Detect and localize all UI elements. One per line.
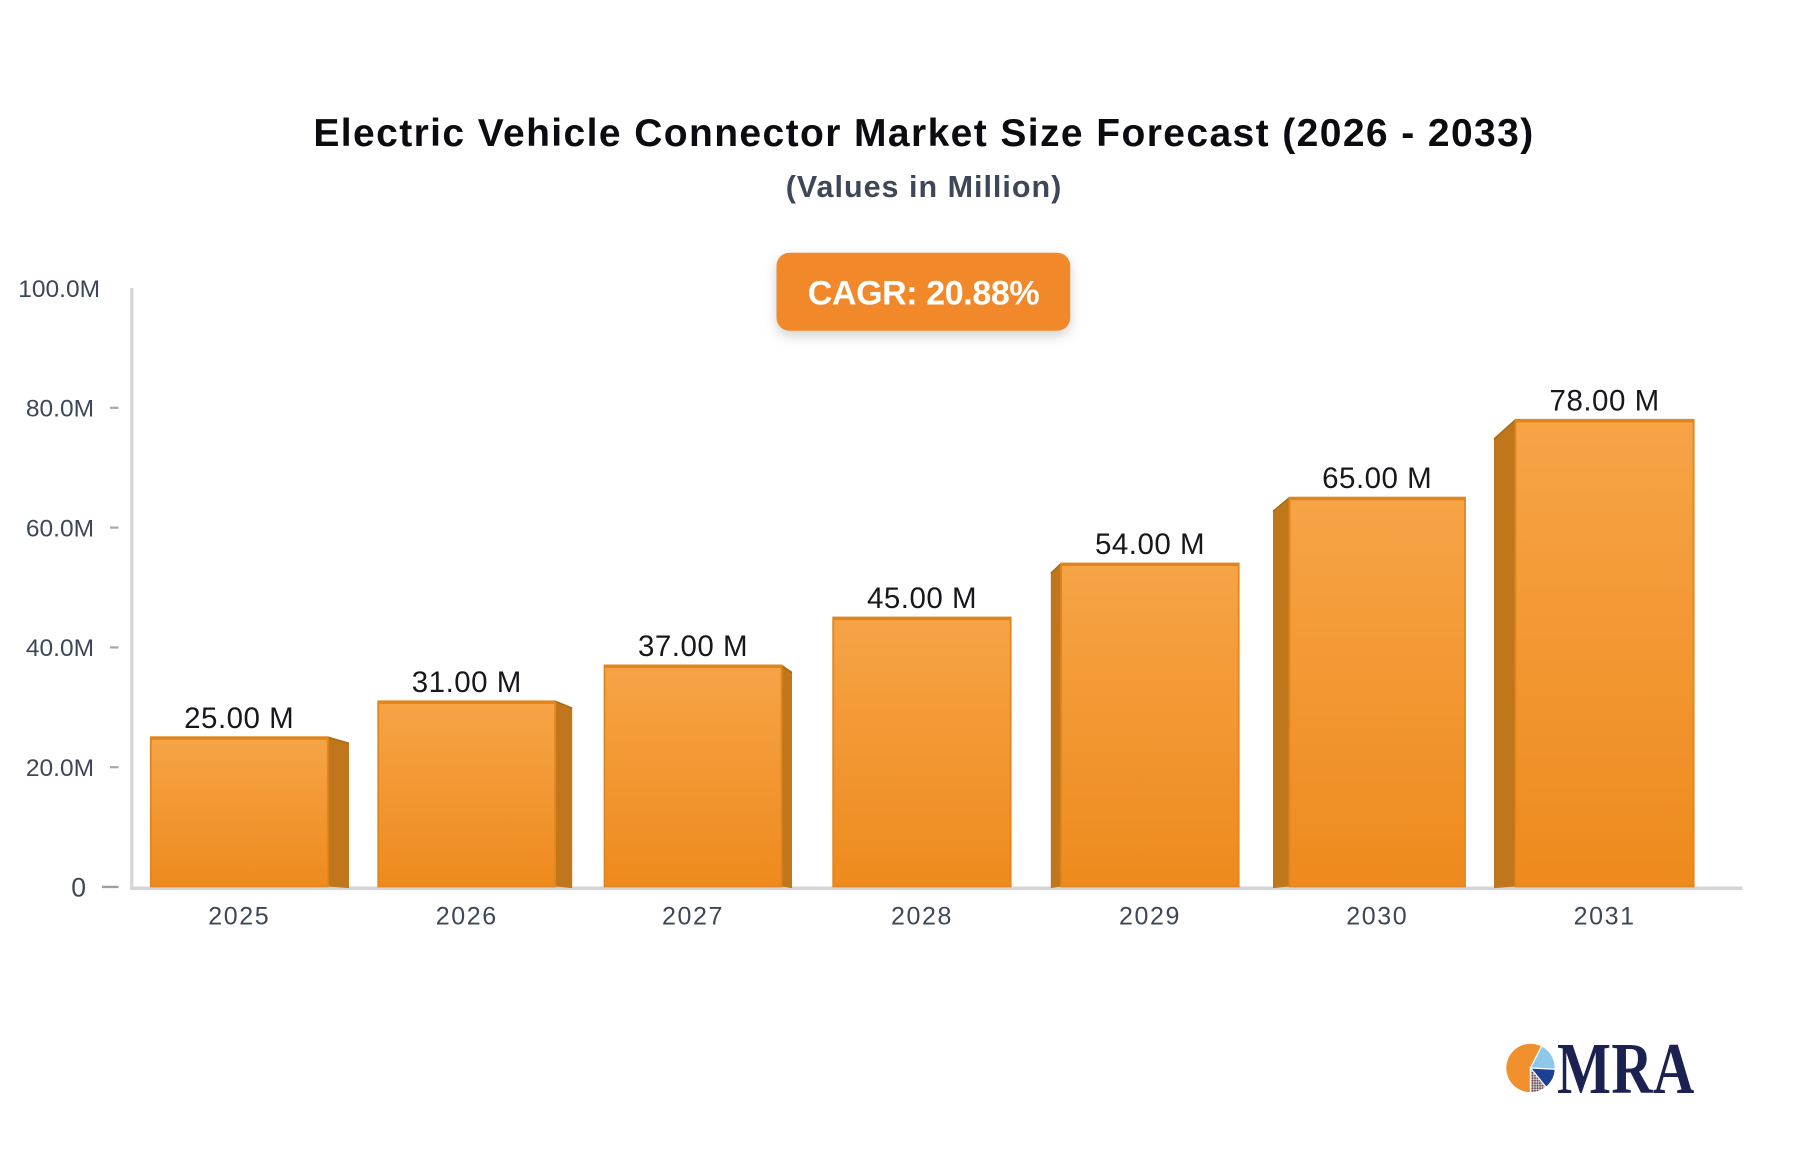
svg-text:78.00 M: 78.00 M: [1550, 384, 1660, 417]
svg-text:37.00 M: 37.00 M: [638, 630, 748, 663]
svg-text:2031: 2031: [1574, 903, 1636, 931]
svg-text:31.00 M: 31.00 M: [412, 666, 522, 699]
svg-text:2030: 2030: [1346, 903, 1408, 931]
svg-text:0: 0: [71, 873, 86, 903]
svg-text:2027: 2027: [662, 903, 724, 931]
svg-text:65.00 M: 65.00 M: [1322, 462, 1432, 495]
svg-text:2029: 2029: [1119, 903, 1181, 931]
svg-text:40.0M: 40.0M: [26, 635, 94, 662]
svg-text:Electric Vehicle Connector Mar: Electric Vehicle Connector Market Size F…: [313, 112, 1534, 155]
svg-text:(Values in Million): (Values in Million): [786, 170, 1063, 204]
svg-text:MRA: MRA: [1557, 1028, 1695, 1109]
svg-text:54.00 M: 54.00 M: [1095, 528, 1205, 561]
svg-text:20.0M: 20.0M: [26, 755, 94, 782]
svg-text:60.0M: 60.0M: [26, 515, 94, 542]
svg-text:45.00 M: 45.00 M: [867, 582, 977, 615]
svg-text:2028: 2028: [891, 903, 953, 931]
svg-text:2025: 2025: [208, 903, 270, 931]
svg-text:2026: 2026: [436, 903, 498, 931]
svg-text:100.0M: 100.0M: [18, 276, 100, 303]
svg-text:CAGR: 20.88%: CAGR: 20.88%: [808, 274, 1040, 312]
svg-text:25.00 M: 25.00 M: [184, 702, 294, 735]
svg-text:80.0M: 80.0M: [26, 396, 94, 423]
